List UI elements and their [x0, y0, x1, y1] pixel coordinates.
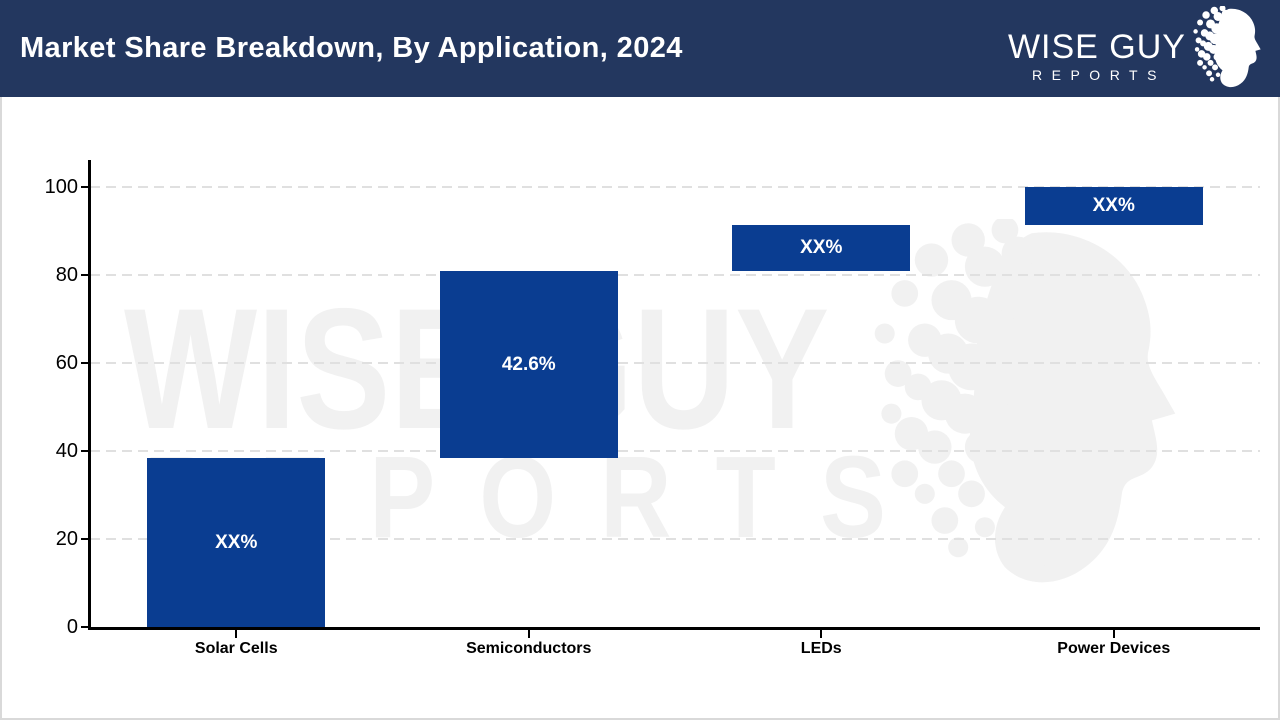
- y-tick-mark: [81, 274, 89, 276]
- x-axis-line: [88, 627, 1260, 630]
- y-tick-label: 60: [55, 352, 78, 374]
- bar-value-label: 42.6%: [501, 353, 556, 375]
- y-tick-label: 0: [66, 616, 78, 638]
- y-tick-mark: [81, 538, 89, 540]
- bar-value-label: XX%: [1092, 195, 1135, 217]
- x-category-label: Semiconductors: [466, 640, 592, 657]
- x-tick-mark: [820, 630, 823, 638]
- y-tick-mark: [81, 186, 89, 188]
- x-tick-mark: [527, 630, 530, 638]
- bar-solar-cells: XX%: [147, 458, 326, 627]
- gridline-y40: [90, 450, 1260, 452]
- gridline-y60: [90, 362, 1260, 364]
- x-category-label: Solar Cells: [194, 640, 278, 657]
- watermark-head-icon: [874, 219, 1176, 583]
- x-tick-mark: [235, 630, 238, 638]
- y-tick-mark: [81, 626, 89, 628]
- brand-logo: WISE GUY REPORTS: [1008, 6, 1266, 92]
- y-tick-label: 40: [55, 440, 78, 462]
- y-tick-mark: [81, 362, 89, 364]
- header: Market Share Breakdown, By Application, …: [0, 0, 1280, 97]
- brand-head-icon: [1193, 6, 1261, 88]
- y-tick-mark: [81, 450, 89, 452]
- gridline-y20: [90, 538, 1260, 540]
- bar-power-devices: XX%: [1024, 187, 1203, 226]
- chart-area: WISE GUY REPORTS 0 20 40 60 80 100 XX% Solar Ce…: [0, 97, 1280, 720]
- brand-wordmark: WISE GUY: [1007, 28, 1186, 66]
- bar-leds: XX%: [732, 225, 911, 272]
- bar-value-label: XX%: [215, 531, 258, 553]
- brand-subtitle: REPORTS: [1032, 67, 1166, 83]
- x-category-label: LEDs: [800, 640, 842, 657]
- page-title: Market Share Breakdown, By Application, …: [20, 32, 683, 64]
- bar-semiconductors: 42.6%: [439, 271, 618, 459]
- y-tick-label: 100: [44, 176, 78, 198]
- gridline-y80: [90, 274, 1260, 276]
- y-tick-label: 80: [55, 264, 78, 286]
- bar-value-label: XX%: [800, 237, 843, 259]
- x-category-label: Power Devices: [1057, 640, 1171, 657]
- x-tick-mark: [1112, 630, 1115, 638]
- y-axis-line: [88, 160, 91, 630]
- y-tick-label: 20: [55, 528, 78, 550]
- gridline-y100: [90, 186, 1260, 188]
